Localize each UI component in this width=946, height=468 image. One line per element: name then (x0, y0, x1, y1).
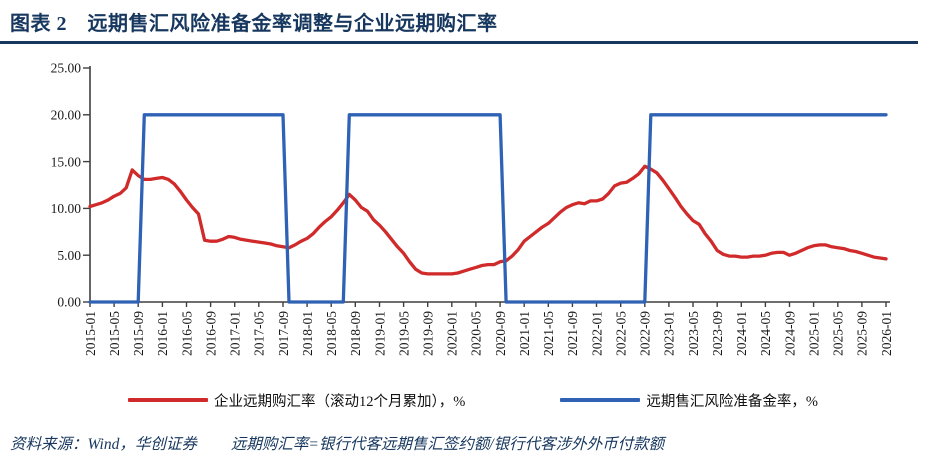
svg-text:2021-01: 2021-01 (517, 311, 532, 356)
svg-text:2019-09: 2019-09 (421, 311, 436, 356)
svg-text:15.00: 15.00 (51, 154, 82, 169)
svg-text:2022-09: 2022-09 (638, 311, 653, 356)
svg-text:2026-01: 2026-01 (879, 311, 894, 356)
svg-text:2024-09: 2024-09 (782, 311, 797, 356)
svg-text:2019-01: 2019-01 (372, 311, 387, 356)
svg-text:25.00: 25.00 (51, 61, 82, 76)
axes (89, 66, 890, 303)
svg-text:2016-09: 2016-09 (203, 311, 218, 356)
legend-item-purchase-rate: 企业远期购汇率（滚动12个月累加），% (128, 390, 465, 411)
chart-area: 0.00 5.00 10.00 15.00 20.00 25.00 2015-01 2015-… (0, 46, 946, 382)
svg-text:20.00: 20.00 (51, 108, 82, 123)
source-text: 资料来源：Wind，华创证券 (10, 436, 197, 453)
svg-text:2024-05: 2024-05 (758, 311, 773, 356)
svg-text:2022-05: 2022-05 (614, 311, 629, 356)
svg-text:10.00: 10.00 (51, 201, 82, 216)
formula-note: 远期购汇率=银行代客远期售汇签约额/银行代客涉外外币付款额 (230, 436, 665, 453)
y-axis-ticks: 0.00 5.00 10.00 15.00 20.00 25.00 (51, 61, 90, 310)
svg-text:2021-05: 2021-05 (541, 311, 556, 356)
svg-text:5.00: 5.00 (57, 248, 81, 263)
svg-text:2023-05: 2023-05 (686, 311, 701, 356)
legend-swatch-red-line (128, 398, 209, 402)
svg-text:2023-09: 2023-09 (710, 311, 725, 356)
svg-text:2017-09: 2017-09 (276, 311, 291, 356)
x-axis-ticks: 2015-01 2015-05 2015-09 2016-01 2016-05 2016-… (83, 302, 894, 356)
svg-text:2015-05: 2015-05 (107, 311, 122, 356)
svg-text:2021-09: 2021-09 (565, 311, 580, 356)
svg-text:2025-09: 2025-09 (855, 311, 870, 356)
legend-label-reserve-ratio: 远期售汇风险准备金率，% (646, 393, 818, 410)
svg-text:2022-01: 2022-01 (589, 311, 604, 356)
legend-item-reserve-ratio: 远期售汇风险准备金率，% (560, 390, 818, 411)
svg-text:2015-09: 2015-09 (131, 311, 146, 356)
svg-text:2018-09: 2018-09 (348, 311, 363, 356)
svg-text:2018-01: 2018-01 (300, 311, 315, 356)
series-line-purchase-rate (88, 164, 888, 276)
svg-text:2018-05: 2018-05 (324, 311, 339, 356)
svg-text:2019-05: 2019-05 (396, 311, 411, 356)
title-underline-rule (0, 41, 918, 44)
svg-text:2017-01: 2017-01 (228, 311, 243, 356)
svg-text:0.00: 0.00 (57, 295, 81, 310)
title-row: 图表 2 远期售汇风险准备金率调整与企业远期购汇率 (0, 0, 946, 36)
svg-text:2016-05: 2016-05 (179, 311, 194, 356)
svg-text:2024-01: 2024-01 (734, 311, 749, 356)
svg-text:2025-05: 2025-05 (831, 311, 846, 356)
chart-legend: 企业远期购汇率（滚动12个月累加），% 远期售汇风险准备金率，% (0, 384, 946, 416)
source-row: 资料来源：Wind，华创证券 远期购汇率=银行代客远期售汇签约额/银行代客涉外外… (10, 432, 940, 454)
svg-text:2020-01: 2020-01 (445, 311, 460, 356)
svg-text:2025-01: 2025-01 (806, 311, 821, 356)
legend-label-purchase-rate: 企业远期购汇率（滚动12个月累加），% (214, 393, 466, 410)
page-title: 图表 2 远期售汇风险准备金率调整与企业远期购汇率 (10, 13, 498, 35)
svg-text:2023-01: 2023-01 (662, 311, 677, 356)
svg-text:2017-05: 2017-05 (252, 311, 267, 356)
legend-swatch-blue-line (560, 398, 641, 402)
svg-text:2020-05: 2020-05 (469, 311, 484, 356)
svg-text:2020-09: 2020-09 (493, 311, 508, 356)
series-line-reserve-ratio (88, 113, 888, 304)
svg-text:2016-01: 2016-01 (155, 311, 170, 356)
svg-text:2015-01: 2015-01 (83, 311, 98, 356)
